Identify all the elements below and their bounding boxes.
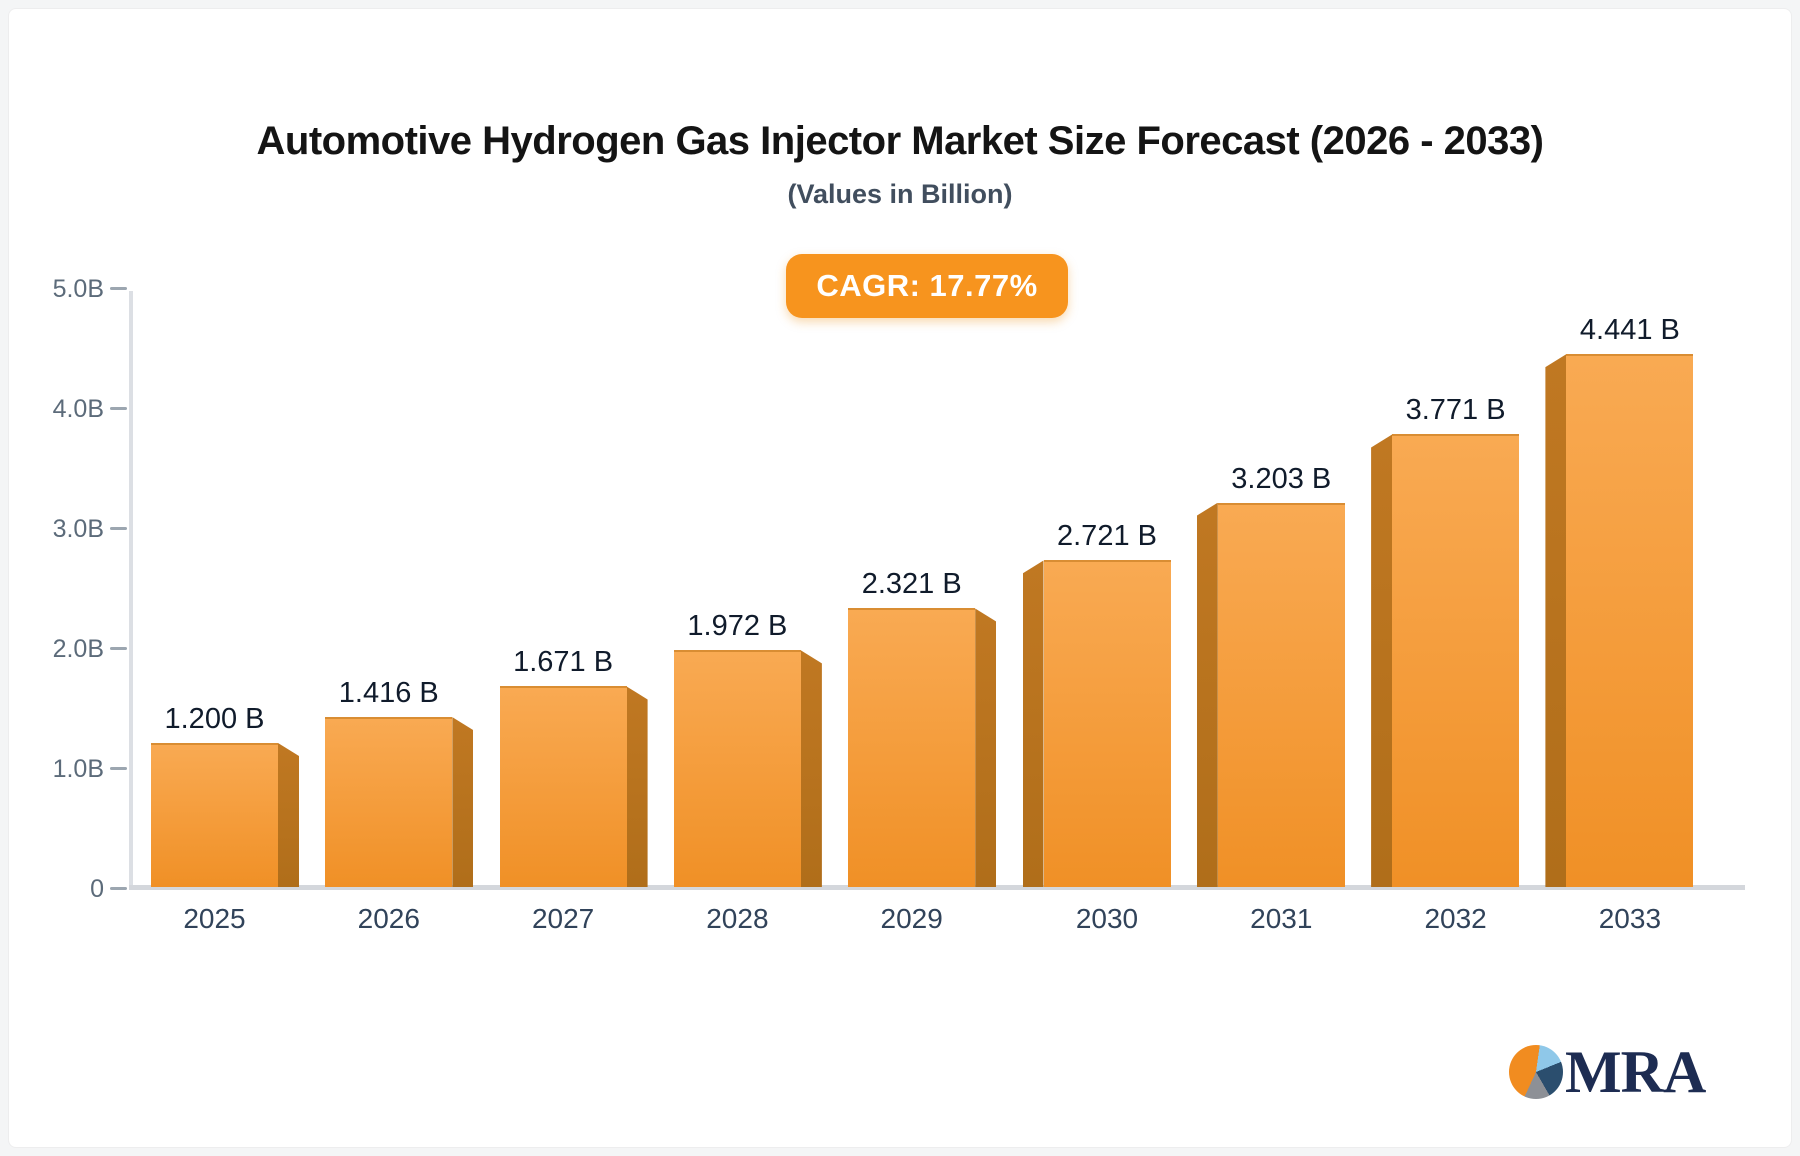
bar-side-face bbox=[452, 717, 474, 887]
bar bbox=[1217, 502, 1345, 887]
y-tick-label: 4.0B bbox=[52, 395, 104, 423]
bar bbox=[673, 650, 801, 887]
y-tick-label: 3.0B bbox=[52, 515, 104, 543]
y-tick-label: 0 bbox=[90, 875, 104, 903]
y-tick-label: 1.0B bbox=[52, 755, 104, 783]
bar-value-label: 3.771 B bbox=[1405, 394, 1506, 427]
y-tick-dash bbox=[110, 887, 127, 890]
y-tick-dash bbox=[110, 767, 127, 770]
y-tick-dash bbox=[110, 407, 127, 410]
y-tick-label: 2.0B bbox=[52, 635, 104, 663]
bar-side-face bbox=[1545, 354, 1567, 887]
bar bbox=[1566, 354, 1694, 887]
y-tick-dash bbox=[110, 287, 127, 290]
y-axis-line bbox=[129, 291, 133, 887]
bar-side-face bbox=[800, 650, 822, 887]
chart-subtitle: (Values in Billion) bbox=[787, 179, 1013, 209]
bar-side-face bbox=[1022, 560, 1044, 887]
x-tick-label: 2025 bbox=[183, 903, 246, 934]
bar-value-label: 1.972 B bbox=[687, 610, 788, 643]
logo-pie-icon bbox=[1509, 1045, 1563, 1099]
bar bbox=[1392, 434, 1520, 887]
chart-card: Automotive Hydrogen Gas Injector Market … bbox=[8, 8, 1792, 1148]
bar-side-face bbox=[278, 743, 299, 887]
bar-value-label: 1.200 B bbox=[164, 703, 265, 735]
x-tick-label: 2026 bbox=[357, 903, 420, 934]
bar bbox=[499, 686, 627, 887]
x-tick-label: 2032 bbox=[1424, 903, 1487, 934]
x-tick-label: 2033 bbox=[1598, 903, 1662, 934]
bar-side-face bbox=[975, 608, 997, 887]
cagr-badge: CAGR: 17.77% bbox=[786, 254, 1068, 318]
bar-value-label: 2.721 B bbox=[1057, 520, 1157, 553]
bar-value-label: 4.441 B bbox=[1579, 314, 1680, 347]
bar-side-face bbox=[1196, 502, 1218, 887]
bar-side-face bbox=[626, 686, 648, 887]
x-axis-baseline bbox=[129, 885, 1745, 890]
cagr-badge-label: CAGR: 17.77% bbox=[816, 268, 1038, 303]
bar bbox=[1043, 560, 1171, 887]
logo-text: MRA bbox=[1565, 1039, 1706, 1105]
bar-side-face bbox=[1371, 434, 1393, 887]
bar bbox=[848, 608, 976, 887]
y-tick-dash bbox=[110, 527, 127, 530]
x-tick-label: 2028 bbox=[706, 903, 769, 934]
bar bbox=[325, 717, 453, 887]
chart-title: Automotive Hydrogen Gas Injector Market … bbox=[256, 119, 1544, 163]
x-tick-label: 2027 bbox=[531, 903, 595, 934]
x-tick-label: 2030 bbox=[1075, 903, 1139, 934]
y-tick-label: 5.0B bbox=[52, 275, 104, 303]
y-tick-dash bbox=[110, 647, 127, 650]
bar-value-label: 1.671 B bbox=[513, 646, 614, 679]
bar-value-label: 2.321 B bbox=[861, 568, 962, 601]
mra-logo: MRA bbox=[1509, 1039, 1706, 1105]
bar bbox=[151, 743, 278, 887]
x-tick-label: 2031 bbox=[1250, 903, 1313, 934]
bar-value-label: 3.203 B bbox=[1231, 462, 1332, 495]
x-tick-label: 2029 bbox=[880, 903, 943, 934]
bar-value-label: 1.416 B bbox=[338, 677, 439, 710]
bar-chart-plot-area: 0 1.0B 2.0B 3.0B 4.0B 5.0B 1.200 B 2025 1.416 B 2… bbox=[9, 9, 1793, 1149]
